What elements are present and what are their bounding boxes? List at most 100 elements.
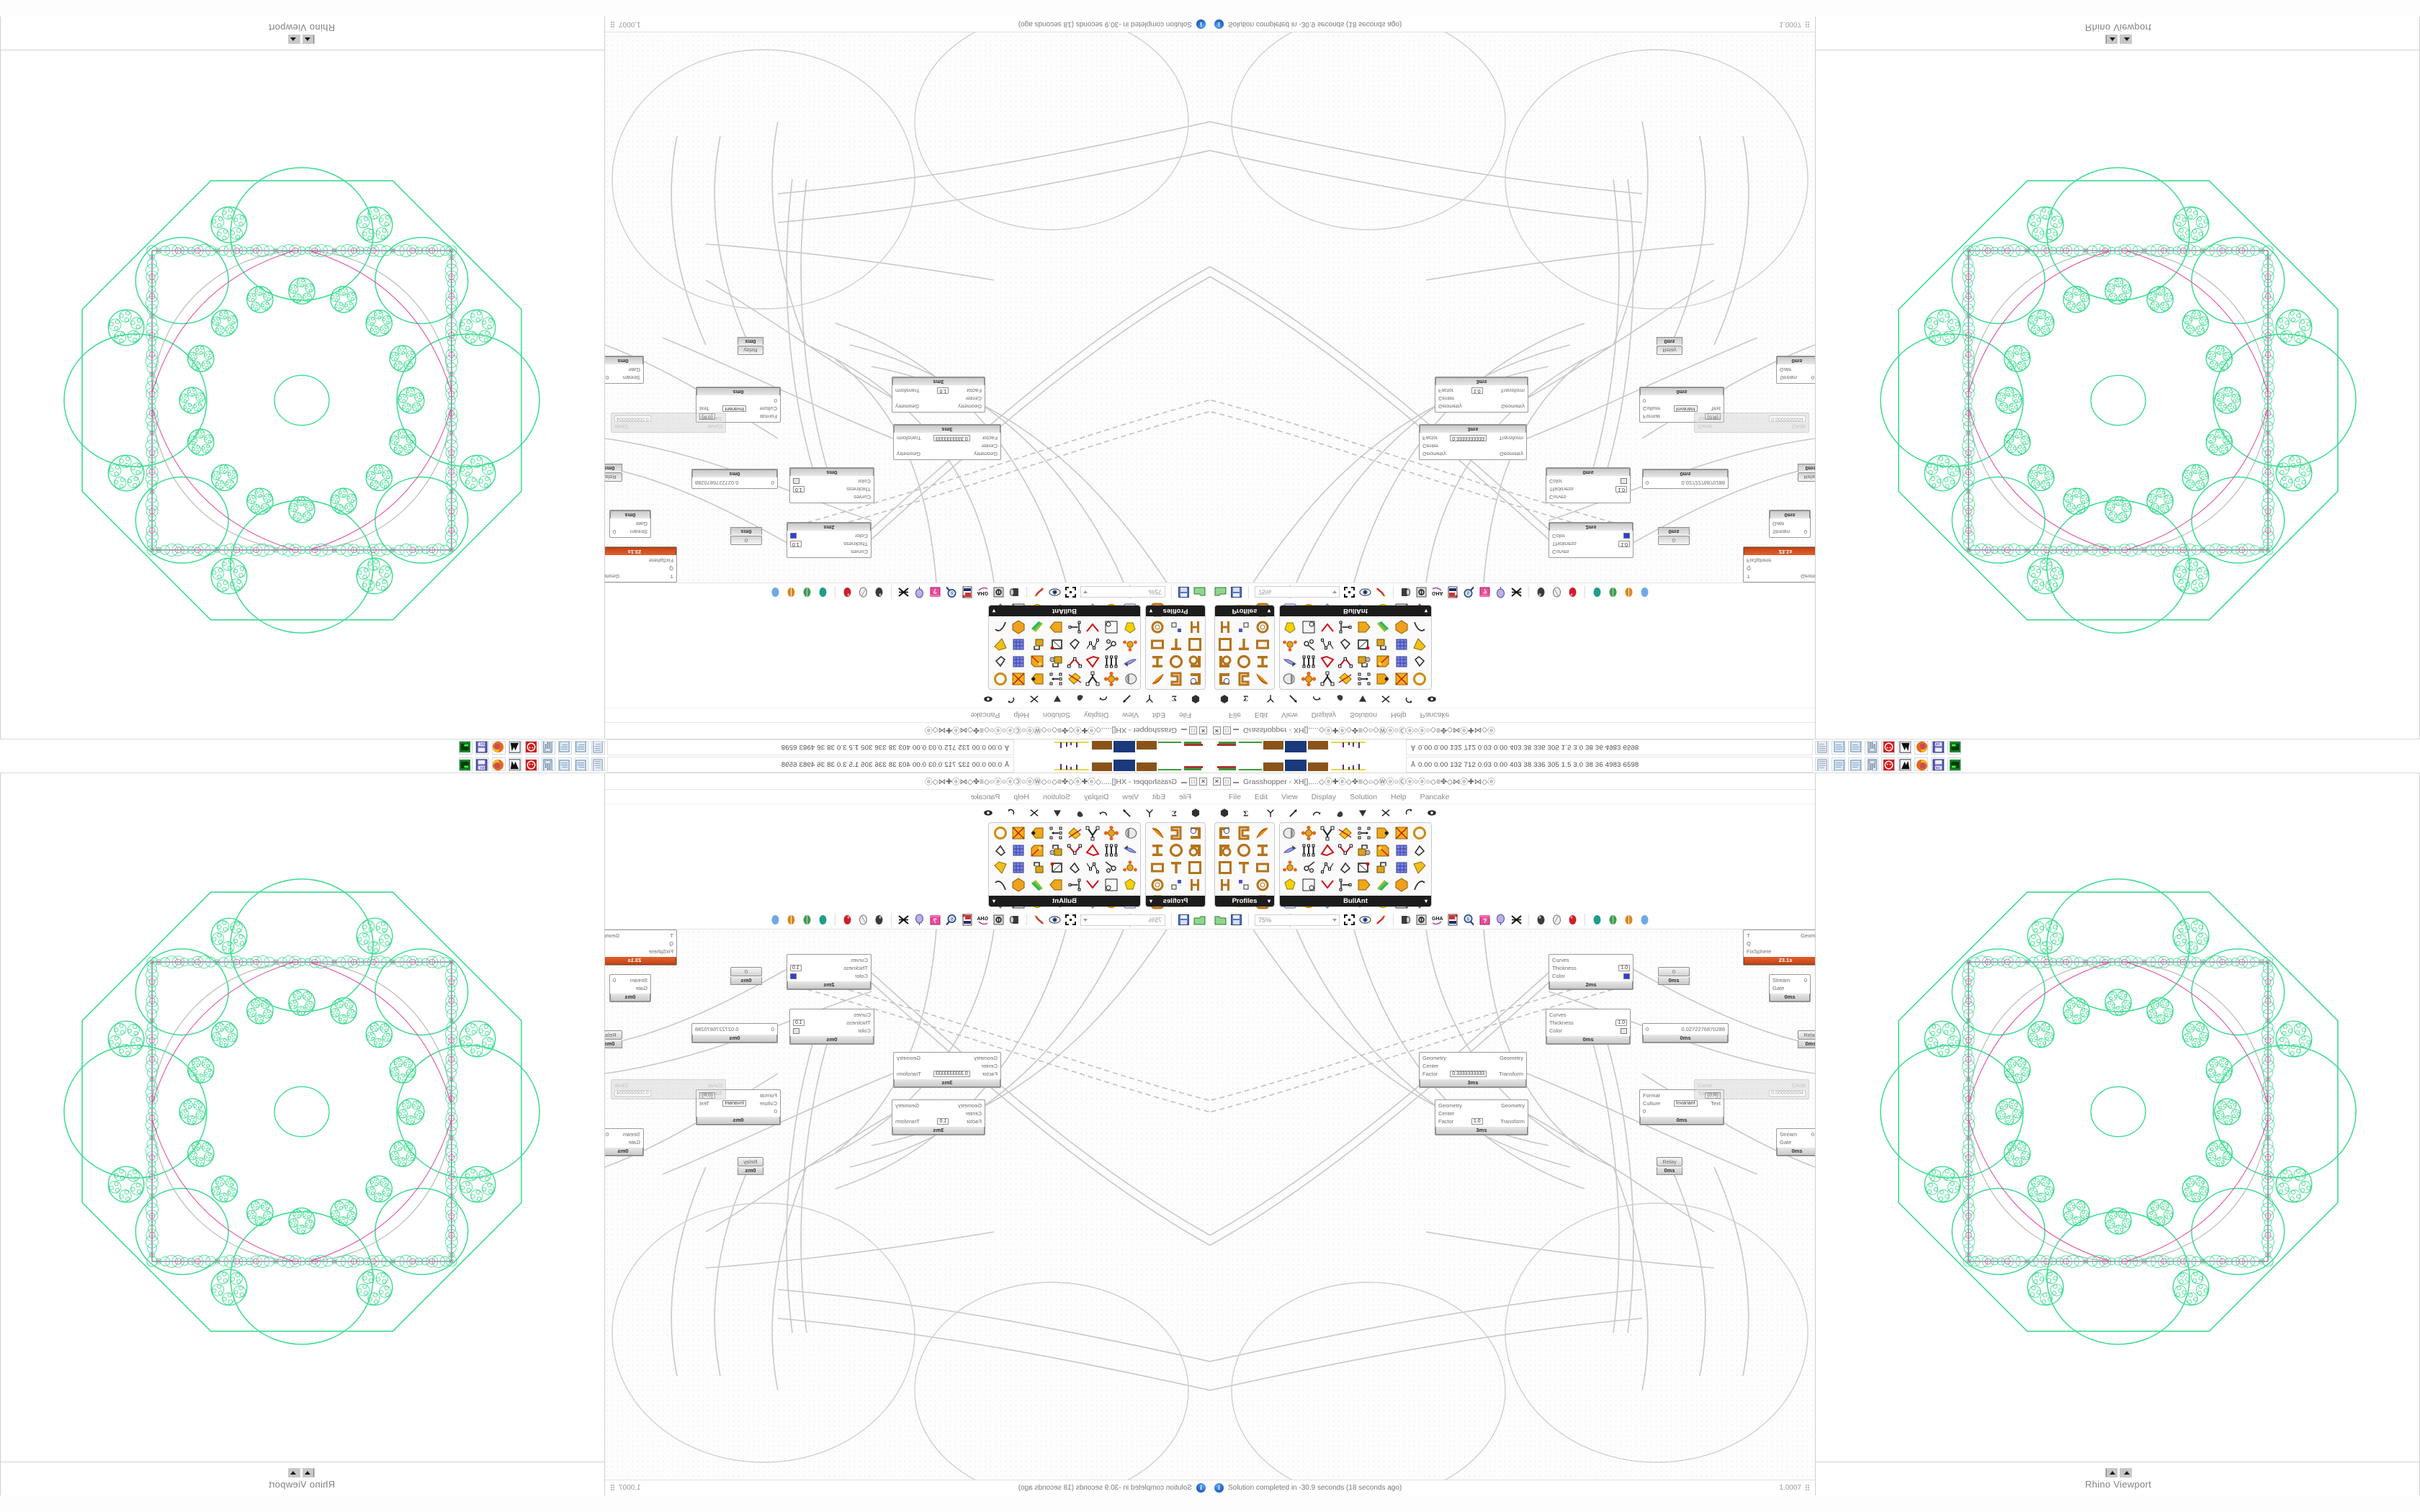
- open-file-icon[interactable]: [1193, 586, 1206, 598]
- palette-item-bullant-8[interactable]: [1122, 842, 1138, 858]
- palette-item-bullant-22[interactable]: [1394, 636, 1410, 652]
- node-preview-curves-blue[interactable]: Curves Thickness 1.0 Color 2ms: [1549, 522, 1634, 558]
- menu-item-pancake[interactable]: Pancake: [1420, 792, 1450, 801]
- palette-tab-bullant[interactable]: BullAnt ▾: [989, 606, 1140, 616]
- node-value[interactable]: 1.0: [1618, 541, 1630, 547]
- palette-item-bullant-7[interactable]: [1412, 671, 1428, 687]
- palette-item-bullant-30[interactable]: [1011, 877, 1027, 893]
- display-eye-icon[interactable]: [983, 807, 994, 818]
- node-scale-component-third[interactable]: Geometry Geometry Center Factor 0.3333333333…: [893, 424, 1001, 460]
- palette-item-profiles-11[interactable]: [1255, 619, 1270, 635]
- palette-item-bullant-4[interactable]: [1356, 825, 1372, 841]
- badger-icon[interactable]: [1898, 757, 1912, 771]
- palette-item-bullant-10[interactable]: [1319, 654, 1335, 670]
- node-circle-fit-disabled[interactable]: Curve Circle Tolerance 0.0000000004: [1694, 413, 1809, 433]
- palette-item-profiles-3[interactable]: [1187, 842, 1203, 858]
- red-seal-icon[interactable]: [1881, 741, 1895, 755]
- node-scale-component-one[interactable]: Geometry Geometry Center Factor 1.0 Transform…: [1435, 377, 1528, 413]
- menu-item-solution[interactable]: Solution: [1350, 792, 1377, 801]
- menu-item-file[interactable]: File: [1229, 792, 1241, 801]
- bake-icon[interactable]: [1008, 586, 1021, 598]
- menu-item-view[interactable]: View: [1122, 711, 1139, 720]
- node-scale-component-one[interactable]: Geometry Geometry Center Factor 1.0 Transform…: [1435, 1099, 1528, 1135]
- palette-item-bullant-27[interactable]: [1337, 877, 1353, 893]
- zoom-extents-icon[interactable]: [1343, 586, 1355, 598]
- menu-item-display[interactable]: Display: [1311, 792, 1337, 801]
- palette-item-bullant-12[interactable]: [1048, 654, 1064, 670]
- node-value[interactable]: Invariant: [1673, 1100, 1698, 1107]
- firefox-icon[interactable]: [492, 757, 506, 771]
- resize-grip[interactable]: [609, 1485, 614, 1491]
- node-scale-component-third[interactable]: Geometry Geometry Center Factor 0.3333333333…: [1419, 424, 1527, 460]
- palette-item-profiles-5[interactable]: [1150, 842, 1165, 858]
- zoom-extents-icon[interactable]: [1343, 914, 1355, 926]
- node-value[interactable]: 1.0: [1471, 387, 1483, 394]
- palette-item-bullant-13[interactable]: [1029, 654, 1045, 670]
- red-seal-icon[interactable]: [525, 757, 539, 771]
- palette-item-bullant-8[interactable]: [1122, 654, 1138, 670]
- palette-item-bullant-11[interactable]: [1067, 654, 1083, 670]
- viewport-dropdown-button[interactable]: [2119, 35, 2132, 44]
- palette-item-profiles-10[interactable]: [1168, 619, 1184, 635]
- color-swatch[interactable]: [1623, 973, 1630, 979]
- menu-item-file[interactable]: File: [1179, 792, 1191, 801]
- palette-profiles-grid[interactable]: [1148, 603, 1203, 687]
- ribbon-tab-icons[interactable]: Σ: [605, 804, 1210, 821]
- preview-eye-icon[interactable]: [1359, 586, 1371, 598]
- palette-item-profiles-2[interactable]: [1255, 825, 1270, 841]
- palette-item-bullant-20[interactable]: [1356, 860, 1372, 876]
- palette-item-profiles-4[interactable]: [1168, 842, 1184, 858]
- menu-bar[interactable]: File Edit View Display Solution Help Pan…: [1210, 790, 1815, 804]
- curve-icon[interactable]: [1098, 807, 1109, 818]
- palette-item-bullant-9[interactable]: [1301, 842, 1317, 858]
- palette-item-bullant-30[interactable]: [1011, 619, 1027, 635]
- palette-item-bullant-19[interactable]: [1067, 860, 1083, 876]
- solid-preview-icon[interactable]: [841, 914, 853, 926]
- palette-item-bullant-16[interactable]: [1122, 860, 1138, 876]
- notepad-icon[interactable]: [1848, 757, 1862, 771]
- palette-item-bullant-3[interactable]: [1337, 825, 1353, 841]
- node-number-panel[interactable]: 0 0.0272276870288 0ms: [1642, 469, 1729, 489]
- node-number-panel[interactable]: 0 0.0272276870288 0ms: [691, 1023, 778, 1043]
- curve-icon[interactable]: [1311, 694, 1322, 705]
- calculator-icon[interactable]: [1865, 757, 1878, 771]
- color-swatch[interactable]: [1621, 478, 1627, 485]
- palette-profiles-grid[interactable]: [1148, 825, 1203, 909]
- node-value[interactable]: 0.0000000004: [614, 415, 651, 422]
- maximize-icon[interactable]: □: [1189, 777, 1197, 786]
- floppy-64-icon[interactable]: 64: [1931, 741, 1945, 755]
- maximize-icon[interactable]: □: [1223, 777, 1231, 786]
- palette-item-bullant-8[interactable]: [1282, 842, 1298, 858]
- terminal-icon[interactable]: [459, 741, 472, 755]
- surface-icon[interactable]: [1075, 807, 1086, 818]
- intersect-icon[interactable]: [1380, 694, 1391, 705]
- node-stream-gate-lower[interactable]: Stream 0 Gate 0ms: [605, 356, 644, 384]
- intersect-icon[interactable]: [1380, 807, 1391, 818]
- solid-preview-icon[interactable]: [841, 586, 853, 598]
- balloon-icon[interactable]: [913, 586, 926, 598]
- grasshopper-canvas[interactable]: Curves Thickness 1.0 Color 2ms Curves Thicknes…: [605, 32, 1210, 582]
- preview-eye-icon[interactable]: [1359, 914, 1371, 926]
- palette-item-profiles-3[interactable]: [1217, 842, 1233, 858]
- menu-item-view[interactable]: View: [1281, 792, 1298, 801]
- vector-arrow-icon[interactable]: [1121, 694, 1132, 705]
- surface-icon[interactable]: [1075, 694, 1086, 705]
- menu-bar[interactable]: File Edit View Display Solution Help Pan…: [605, 708, 1210, 722]
- palette-item-profiles-3[interactable]: [1187, 654, 1203, 670]
- palette-item-bullant-28[interactable]: [1048, 877, 1064, 893]
- help-icon[interactable]: ?: [1479, 914, 1491, 926]
- palette-item-bullant-1[interactable]: [1103, 671, 1119, 687]
- half-shade-icon[interactable]: [801, 586, 813, 598]
- palette-item-bullant-1[interactable]: [1103, 825, 1119, 841]
- palette-item-bullant-26[interactable]: [1319, 619, 1335, 635]
- palette-profiles-grid[interactable]: [1217, 825, 1272, 909]
- menu-item-help[interactable]: Help: [1013, 792, 1030, 801]
- color-swatch[interactable]: [790, 973, 797, 979]
- document-icon[interactable]: [961, 586, 973, 598]
- palette-tab-bullant[interactable]: BullAnt ▾: [989, 896, 1140, 906]
- palette-item-profiles-4[interactable]: [1168, 654, 1184, 670]
- chevron-down-icon[interactable]: ▾: [1267, 608, 1270, 614]
- palette-profiles[interactable]: Profiles ▾: [1145, 603, 1206, 690]
- palette-tab-profiles[interactable]: Profiles ▾: [1146, 606, 1205, 616]
- palette-item-bullant-30[interactable]: [1394, 877, 1410, 893]
